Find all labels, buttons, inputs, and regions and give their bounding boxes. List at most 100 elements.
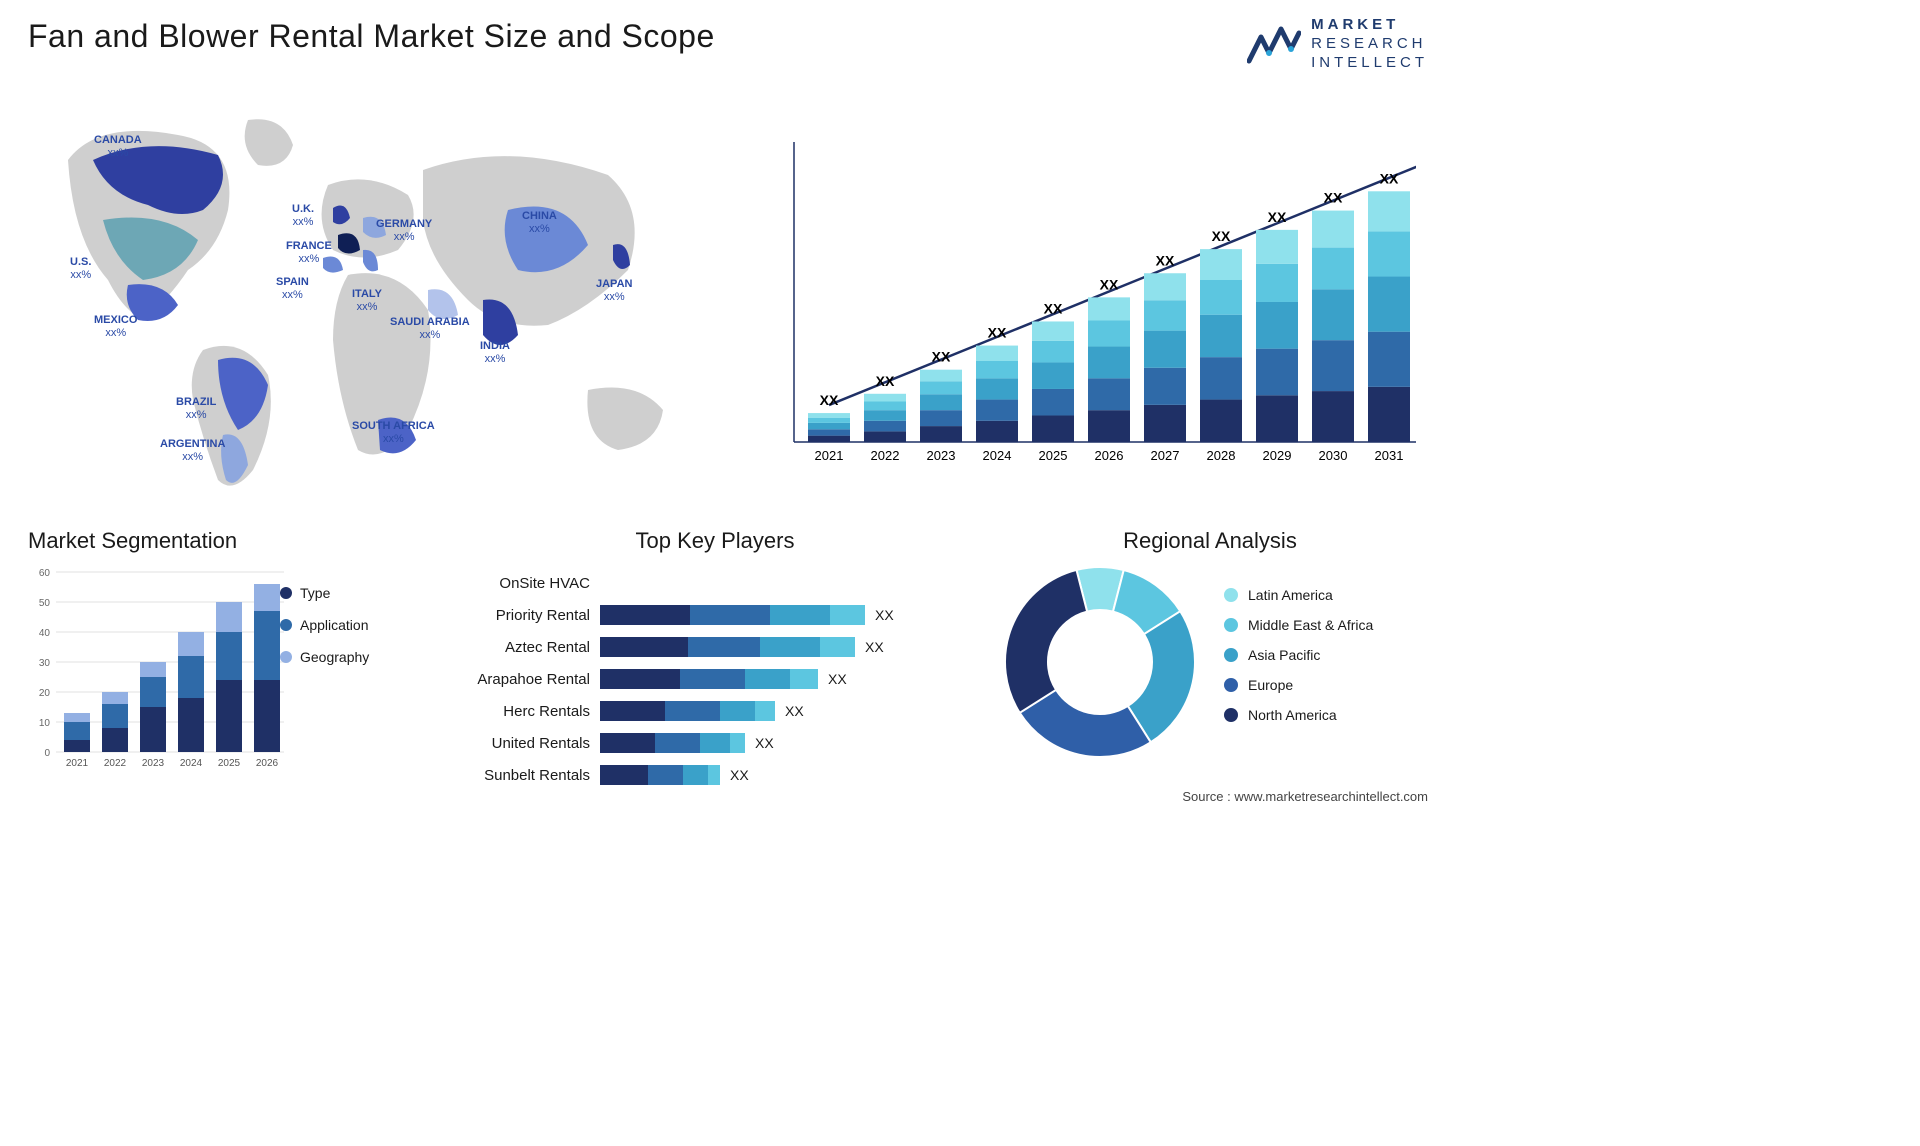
svg-text:2028: 2028 <box>1207 448 1236 463</box>
key-player-value: XX <box>730 767 749 783</box>
world-map-panel: CANADAxx% U.S.xx% MEXICOxx% BRAZILxx% ARGENT… <box>28 100 718 500</box>
map-label-mexico: MEXICOxx% <box>94 314 137 339</box>
segmentation-title: Market Segmentation <box>28 528 428 554</box>
regional-analysis-panel: Regional Analysis Latin America Middle Ea… <box>1000 528 1420 762</box>
svg-text:XX: XX <box>932 349 951 365</box>
svg-text:2023: 2023 <box>142 758 165 769</box>
svg-text:50: 50 <box>39 598 51 609</box>
key-players-panel: Top Key Players OnSite HVAC Priority Rent… <box>455 528 975 792</box>
svg-text:2024: 2024 <box>180 758 203 769</box>
key-player-bar <box>600 605 865 625</box>
segmentation-legend-item: Application <box>280 617 369 633</box>
svg-text:60: 60 <box>39 568 51 579</box>
svg-text:XX: XX <box>1324 190 1343 206</box>
svg-text:2022: 2022 <box>871 448 900 463</box>
map-label-south-africa: SOUTH AFRICAxx% <box>352 420 435 445</box>
map-label-canada: CANADAxx% <box>94 134 142 159</box>
regional-donut <box>1000 562 1200 762</box>
svg-text:2027: 2027 <box>1151 448 1180 463</box>
logo-icon <box>1247 23 1301 65</box>
svg-text:2021: 2021 <box>815 448 844 463</box>
key-player-bar <box>600 765 720 785</box>
svg-text:2021: 2021 <box>66 758 89 769</box>
key-player-name: Priority Rental <box>455 607 600 624</box>
map-label-spain: SPAINxx% <box>276 276 309 301</box>
svg-text:2023: 2023 <box>927 448 956 463</box>
regional-legend-item: North America <box>1224 707 1373 723</box>
map-label-china: CHINAxx% <box>522 210 557 235</box>
key-player-value: XX <box>828 671 847 687</box>
map-label-india: INDIAxx% <box>480 340 510 365</box>
svg-text:40: 40 <box>39 628 51 639</box>
map-label-germany: GERMANYxx% <box>376 218 432 243</box>
key-player-name: Herc Rentals <box>455 703 600 720</box>
map-label-u-s-: U.S.xx% <box>70 256 91 281</box>
svg-text:20: 20 <box>39 688 51 699</box>
key-players-title: Top Key Players <box>455 528 975 554</box>
svg-text:XX: XX <box>1268 209 1287 225</box>
key-player-row: OnSite HVAC <box>455 568 975 598</box>
growth-chart-svg: XX 2021 XX 2022 XX 2023 XX 2024 XX 2025 XX 2026 XX 20… <box>776 112 1416 472</box>
map-label-japan: JAPANxx% <box>596 278 632 303</box>
svg-text:30: 30 <box>39 658 51 669</box>
svg-text:2026: 2026 <box>256 758 279 769</box>
key-player-bar <box>600 733 745 753</box>
svg-text:XX: XX <box>1212 228 1231 244</box>
map-label-u-k-: U.K.xx% <box>292 203 314 228</box>
segmentation-chart: 0102030405060202120222023202420252026 <box>28 562 288 772</box>
key-player-bar <box>600 701 775 721</box>
regional-legend-item: Middle East & Africa <box>1224 617 1373 633</box>
regional-legend-item: Latin America <box>1224 587 1373 603</box>
brand-logo: MARKET RESEARCH INTELLECT <box>1247 16 1428 72</box>
page-title: Fan and Blower Rental Market Size and Sc… <box>28 18 715 55</box>
map-label-argentina: ARGENTINAxx% <box>160 438 225 463</box>
growth-chart: XX 2021 XX 2022 XX 2023 XX 2024 XX 2025 XX 2026 XX 20… <box>776 112 1416 472</box>
key-player-row: Aztec Rental XX <box>455 632 975 662</box>
key-player-row: Sunbelt Rentals XX <box>455 760 975 790</box>
key-player-name: Arapahoe Rental <box>455 671 600 688</box>
svg-text:2024: 2024 <box>983 448 1012 463</box>
key-player-name: Sunbelt Rentals <box>455 767 600 784</box>
source-attribution: Source : www.marketresearchintellect.com <box>1182 789 1428 804</box>
map-label-saudi-arabia: SAUDI ARABIAxx% <box>390 316 470 341</box>
key-player-bar <box>600 637 855 657</box>
segmentation-legend-item: Type <box>280 585 369 601</box>
svg-text:XX: XX <box>988 325 1007 341</box>
key-player-value: XX <box>875 607 894 623</box>
segmentation-legend: Type Application Geography <box>280 585 369 681</box>
key-player-row: Arapahoe Rental XX <box>455 664 975 694</box>
svg-text:2025: 2025 <box>218 758 241 769</box>
svg-text:XX: XX <box>876 373 895 389</box>
key-player-name: Aztec Rental <box>455 639 600 656</box>
segmentation-legend-item: Geography <box>280 649 369 665</box>
key-player-row: Herc Rentals XX <box>455 696 975 726</box>
svg-text:2025: 2025 <box>1039 448 1068 463</box>
svg-text:2030: 2030 <box>1319 448 1348 463</box>
map-label-brazil: BRAZILxx% <box>176 396 216 421</box>
regional-title: Regional Analysis <box>1000 528 1420 554</box>
regional-legend-item: Asia Pacific <box>1224 647 1373 663</box>
logo-line2: RESEARCH <box>1311 35 1428 54</box>
svg-text:2029: 2029 <box>1263 448 1292 463</box>
key-player-row: Priority Rental XX <box>455 600 975 630</box>
key-player-value: XX <box>865 639 884 655</box>
key-player-name: United Rentals <box>455 735 600 752</box>
key-player-bar <box>600 669 818 689</box>
svg-text:XX: XX <box>1156 252 1175 268</box>
svg-text:2031: 2031 <box>1375 448 1404 463</box>
key-player-value: XX <box>755 735 774 751</box>
logo-line3: INTELLECT <box>1311 54 1428 73</box>
svg-text:2022: 2022 <box>104 758 127 769</box>
svg-text:XX: XX <box>1380 170 1399 186</box>
svg-text:XX: XX <box>820 392 839 408</box>
svg-text:10: 10 <box>39 718 51 729</box>
svg-text:XX: XX <box>1100 276 1119 292</box>
regional-legend: Latin America Middle East & Africa Asia Pa… <box>1224 587 1373 737</box>
logo-text: MARKET RESEARCH INTELLECT <box>1311 16 1428 72</box>
svg-text:2026: 2026 <box>1095 448 1124 463</box>
regional-legend-item: Europe <box>1224 677 1373 693</box>
key-player-name: OnSite HVAC <box>455 575 600 592</box>
key-player-value: XX <box>785 703 804 719</box>
map-label-italy: ITALYxx% <box>352 288 382 313</box>
key-player-row: United Rentals XX <box>455 728 975 758</box>
